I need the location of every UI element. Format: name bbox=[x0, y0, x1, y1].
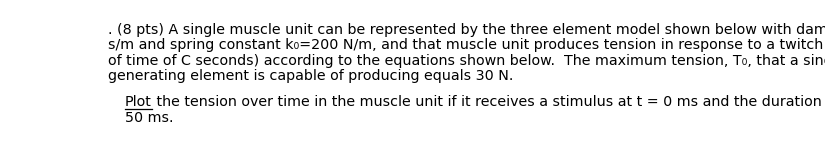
Text: s/m and spring constant k₀=200 N/m, and that muscle unit produces tension in res: s/m and spring constant k₀=200 N/m, and … bbox=[108, 38, 825, 53]
Text: generating element is capable of producing equals 30 N.: generating element is capable of produci… bbox=[108, 69, 513, 83]
Text: of time of C seconds) according to the equations shown below.  The maximum tensi: of time of C seconds) according to the e… bbox=[108, 54, 825, 68]
Text: the tension over time in the muscle unit if it receives a stimulus at t = 0 ms a: the tension over time in the muscle unit… bbox=[152, 95, 825, 109]
Text: . (8 pts) A single muscle unit can be represented by the three element model sho: . (8 pts) A single muscle unit can be re… bbox=[108, 23, 825, 37]
Text: 50 ms.: 50 ms. bbox=[125, 111, 173, 125]
Text: Plot: Plot bbox=[125, 95, 152, 109]
